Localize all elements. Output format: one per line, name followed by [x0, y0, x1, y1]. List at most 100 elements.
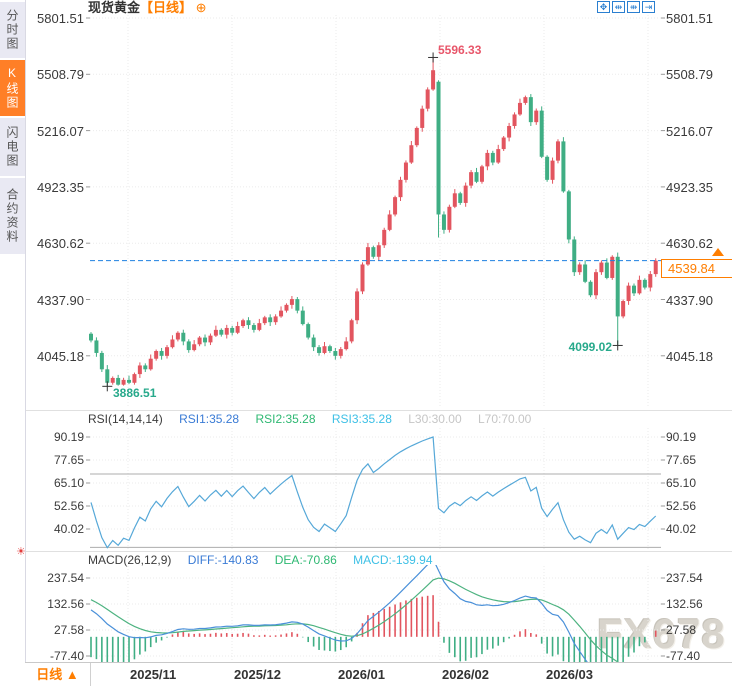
candle: [398, 176, 403, 202]
candle: [512, 112, 517, 129]
price-pointer-arrow: [712, 248, 724, 256]
candle: [632, 283, 636, 297]
candle: [496, 144, 501, 164]
y-axis-label: 52.56: [666, 499, 697, 513]
candle: [333, 347, 338, 360]
sidebar-tab-contract-info[interactable]: 合约资料: [0, 178, 25, 254]
y-axis-label: 40.02: [53, 522, 84, 536]
y-axis-label: -77.40: [49, 649, 84, 663]
candle: [289, 296, 294, 309]
annotation-high: 5596.33: [438, 43, 482, 57]
period-tag: 【日线】: [140, 0, 193, 15]
candle: [479, 164, 484, 184]
candle: [382, 227, 387, 248]
candle: [648, 271, 653, 292]
candle: [420, 105, 425, 132]
candle: [490, 150, 495, 166]
candle: [186, 339, 191, 353]
candle: [403, 160, 408, 183]
candle: [317, 345, 322, 356]
candle: [642, 278, 647, 290]
candle: [572, 236, 577, 277]
candle: [279, 306, 284, 318]
y-axis-label: 5508.79: [37, 67, 84, 83]
candle: [637, 275, 642, 295]
sidebar-tab-flash-chart[interactable]: 闪电图: [0, 118, 25, 176]
candle: [268, 314, 273, 327]
candle: [365, 242, 370, 266]
y-axis-label: 5801.51: [666, 11, 713, 26]
y-axis-label: 52.56: [53, 499, 84, 513]
x-axis-label: 2026/02: [442, 667, 489, 682]
candle: [436, 80, 441, 238]
macd-diff-value: DIFF:-140.83: [187, 553, 259, 567]
candle: [452, 189, 457, 209]
y-axis-label: 4045.18: [666, 348, 713, 364]
candle: [213, 325, 218, 337]
rsi-title: RSI(14,14,14): [88, 412, 163, 426]
candle: [610, 255, 615, 280]
macd-dea-value: DEA:-70.86: [274, 553, 337, 567]
y-axis-label: 5216.07: [37, 123, 84, 139]
macd-layer: [90, 565, 657, 662]
rsi-line: [90, 436, 657, 549]
candle: [127, 375, 132, 385]
candle: [116, 374, 121, 386]
candle: [273, 314, 278, 325]
divider-main-rsi: [25, 410, 732, 411]
period-label: 日线: [36, 667, 63, 682]
candle: [322, 341, 327, 355]
y-axis-label: 132.56: [47, 597, 84, 611]
x-axis-label: 2026/01: [338, 667, 385, 682]
y-axis-label: 4045.18: [37, 348, 84, 364]
candle: [181, 329, 186, 346]
fit-chart-icon[interactable]: ✥: [597, 1, 610, 13]
pan-forward-icon[interactable]: ⇻: [627, 1, 640, 13]
candle: [626, 282, 631, 305]
candle: [621, 299, 626, 319]
y-axis-label: 5216.07: [666, 123, 713, 139]
zoom-horizontal-icon[interactable]: ⇹: [612, 1, 625, 13]
sidebar-tab-kline-chart[interactable]: K线图: [0, 60, 25, 116]
sidebar-tab-time-chart[interactable]: 分时图: [0, 2, 25, 58]
candle: [469, 170, 474, 189]
rsi-l30-value: L30:30.00: [408, 412, 462, 426]
candle: [257, 318, 262, 332]
candle: [599, 260, 604, 275]
macd-header: MACD(26,12,9) DIFF:-140.83 DEA:-70.86 MA…: [88, 553, 446, 567]
chart-settings-icon[interactable]: ⊕: [195, 0, 207, 15]
candle: [203, 334, 208, 347]
jump-to-latest-icon[interactable]: ⇥: [642, 1, 655, 13]
candle: [208, 333, 213, 346]
candle: [219, 328, 224, 337]
candle: [170, 335, 175, 349]
candle: [230, 325, 235, 336]
candle: [192, 340, 197, 352]
period-selector[interactable]: 日线 ▲: [25, 663, 91, 686]
candle: [447, 204, 452, 233]
candle: [414, 126, 419, 148]
candle: [306, 322, 311, 340]
macd-settings-icon[interactable]: ☀: [16, 546, 26, 558]
candle: [566, 189, 571, 244]
candle: [99, 350, 104, 372]
candle: [555, 139, 560, 164]
candle: [197, 336, 202, 347]
x-axis-label: 2025/11: [130, 667, 177, 682]
candle: [110, 376, 115, 385]
candle: [409, 140, 414, 164]
divider-rsi-macd: [25, 551, 732, 552]
candle: [539, 106, 544, 159]
candle: [485, 149, 490, 171]
candle: [251, 322, 256, 333]
key-point-markers: [102, 52, 623, 392]
macd-title: MACD(26,12,9): [88, 553, 172, 567]
candle: [653, 258, 658, 277]
candle: [94, 337, 99, 357]
sidebar: 分时图 K线图 闪电图 合约资料: [0, 0, 26, 686]
candle: [615, 252, 620, 346]
candle: [143, 363, 148, 372]
axis-ticks: [86, 17, 665, 657]
